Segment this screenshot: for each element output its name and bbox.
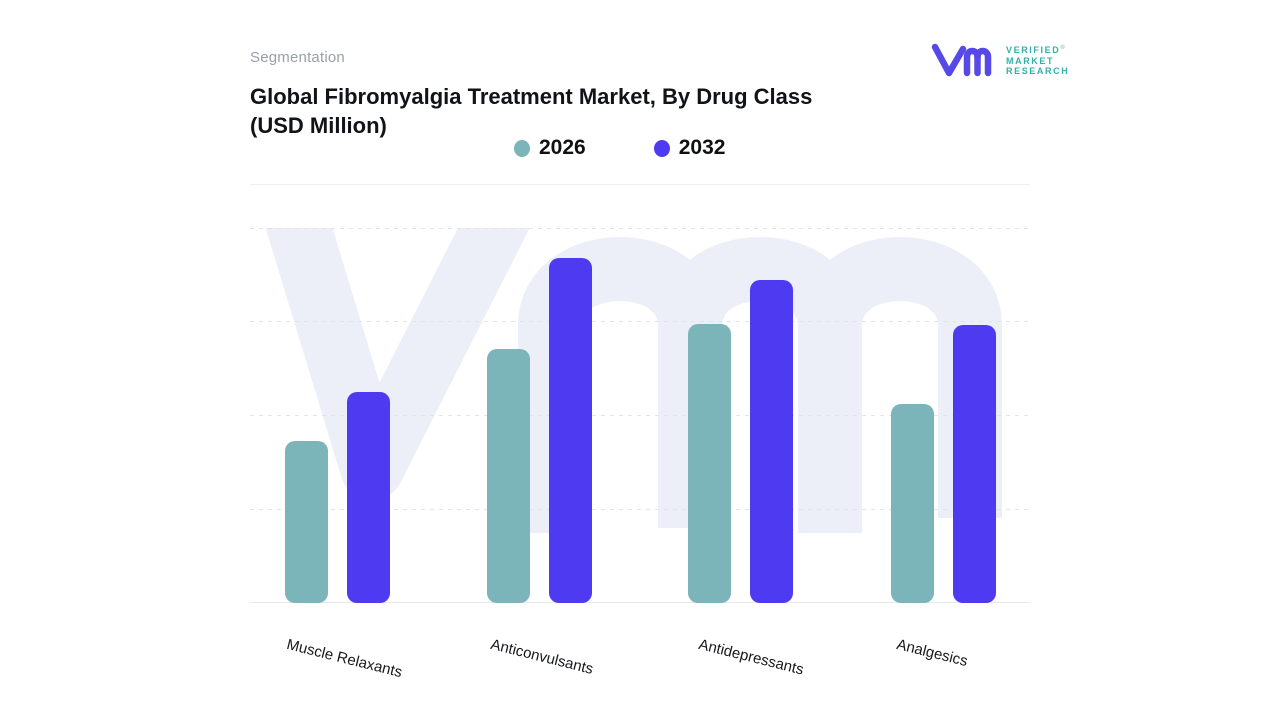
x-axis-line — [250, 602, 1030, 603]
legend-label: 2026 — [539, 136, 586, 159]
legend-dot-icon — [653, 139, 670, 157]
vmr-logo-wordmark: VERIFIED® MARKET RESEARCH — [1006, 43, 1069, 77]
bar-2032-anticonvulsants — [549, 258, 592, 603]
chart-legend: 2026 2032 — [514, 136, 725, 160]
bar-2026-antidepressants — [688, 323, 731, 603]
x-axis-label-analgesics: Analgesics — [894, 636, 970, 671]
bar-2026-muscle-relaxants — [285, 440, 328, 603]
bar-2026-anticonvulsants — [487, 348, 530, 603]
bar-2026-analgesics — [891, 404, 934, 603]
x-axis-label-anticonvulsants: Anticonvulsants — [488, 636, 595, 678]
vmr-logo: VERIFIED® MARKET RESEARCH — [930, 38, 1069, 78]
page-title: Global Fibromyalgia Treatment Market, By… — [250, 82, 910, 140]
bar-group-analgesics — [891, 228, 996, 603]
x-axis-label-muscle-relaxants: Muscle Relaxants — [284, 636, 404, 682]
bar-group-antidepressants — [688, 228, 793, 603]
bar-2032-muscle-relaxants — [347, 392, 390, 603]
page-title-line2: (USD Million) — [250, 113, 387, 138]
registered-trademark-icon: ® — [1060, 45, 1065, 51]
vmr-monogram-icon — [931, 43, 992, 77]
bar-group-muscle-relaxants — [285, 228, 390, 603]
legend-label: 2032 — [678, 136, 726, 159]
gridline — [250, 415, 1030, 416]
gridline — [250, 228, 1030, 229]
bars-layer — [250, 228, 1030, 603]
page-title-line1: Global Fibromyalgia Treatment Market, By… — [250, 84, 813, 109]
header-separator — [250, 184, 1030, 185]
logo-word-research: RESEARCH — [1006, 66, 1070, 76]
legend-item-2032[interactable]: 2032 — [653, 136, 726, 160]
gridline — [250, 509, 1030, 510]
legend-item-2026[interactable]: 2026 — [514, 136, 586, 160]
gridline — [250, 321, 1030, 322]
section-eyebrow: Segmentation — [250, 49, 345, 66]
bar-group-anticonvulsants — [487, 228, 592, 603]
x-axis-labels: Muscle Relaxants Anticonvulsants Antidepre… — [250, 603, 1030, 693]
bar-2032-analgesics — [953, 324, 996, 603]
bar-2032-antidepressants — [750, 279, 793, 603]
x-axis-label-antidepressants: Antidepressants — [696, 636, 806, 679]
plot-area — [250, 228, 1030, 603]
logo-word-market: MARKET — [1006, 55, 1055, 66]
legend-dot-icon — [514, 139, 530, 157]
logo-word-verified: VERIFIED — [1006, 45, 1061, 55]
